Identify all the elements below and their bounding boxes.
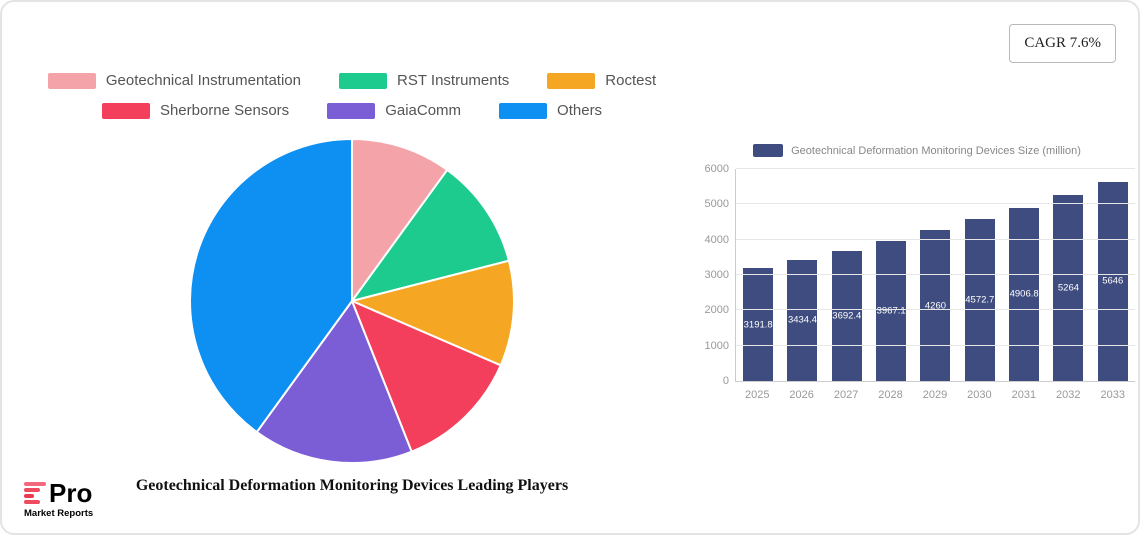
- bar-value-label: 4906.8: [1009, 288, 1039, 300]
- y-axis-label: 1000: [704, 339, 729, 352]
- pie-slice-sherborne-sensors: [351, 300, 502, 453]
- gridline: [736, 344, 1135, 346]
- bar-slot: 3967.1: [869, 169, 913, 381]
- bar-slot: 4572.7: [958, 169, 1002, 381]
- bar-value-label: 4260: [924, 300, 947, 312]
- legend-label: Others: [557, 102, 603, 119]
- pie-slice-others: [189, 138, 353, 434]
- legend-swatch: [47, 72, 96, 89]
- legend-item-sherborne-sensors[interactable]: Sherborne Sensors: [101, 102, 290, 119]
- bar-value-label: 3967.1: [876, 305, 906, 317]
- x-axis: 2025 2026 2027 2028 2029 2030 2031 2032 2033: [735, 389, 1135, 401]
- bar-2029: 4260: [920, 230, 951, 381]
- x-axis-label: 2033: [1100, 389, 1125, 401]
- bar-value-label: 5264: [1057, 282, 1080, 294]
- y-axis-label: 6000: [704, 163, 729, 175]
- logo-mark-icon: [24, 482, 46, 504]
- legend-swatch: [101, 102, 150, 119]
- y-axis-label: 2000: [704, 304, 729, 317]
- legend-item-geotechnical-instrumentation[interactable]: Geotechnical Instrumentation: [47, 72, 301, 89]
- x-axis-label: 2032: [1056, 389, 1081, 401]
- x-axis-label: 2025: [744, 389, 770, 401]
- bar-slot: 3434.4: [780, 169, 824, 381]
- y-axis-label: 5000: [704, 198, 729, 211]
- pie-chart-section: Geotechnical Instrumentation RST Instrume…: [12, 72, 692, 495]
- bar-2033: 5646: [1097, 181, 1128, 381]
- x-axis-label: 2028: [878, 389, 903, 401]
- gridline: [736, 203, 1135, 205]
- bar-legend-swatch: [753, 144, 784, 157]
- bar-value-label: 3434.4: [787, 314, 818, 326]
- pie-slice-roctest: [351, 259, 515, 367]
- bar-plot-area: 3191.8 3434.4 3692.4 3967.1 4260 4572.7 4906.8…: [705, 163, 1135, 387]
- gridline: [736, 309, 1135, 311]
- legend-item-roctest[interactable]: Roctest: [547, 72, 656, 89]
- bar-chart-section: Geotechnical Deformation Monitoring Devi…: [697, 144, 1137, 401]
- legend-row: Sherborne Sensors GaiaComm Others: [101, 102, 602, 119]
- bar-2030: 4572.7: [964, 219, 995, 381]
- legend-label: GaiaComm: [385, 102, 462, 119]
- gridline: [736, 274, 1135, 275]
- legend-item-gaiacomm[interactable]: GaiaComm: [327, 102, 461, 119]
- pie-svg: [189, 138, 515, 464]
- bar-value-label: 3692.4: [832, 310, 862, 322]
- pie-slice-geotechnical-instrumentation: [351, 138, 449, 302]
- pie-legend: Geotechnical Instrumentation RST Instrume…: [12, 72, 692, 119]
- legend-swatch: [547, 72, 596, 89]
- bar-slot: 4906.8: [1002, 169, 1046, 381]
- x-axis-label: 2029: [922, 389, 948, 401]
- logo: Pro Market Reports: [24, 480, 93, 519]
- bar-slot: 3191.8: [736, 169, 780, 381]
- legend-swatch: [327, 102, 376, 119]
- legend-row: Geotechnical Instrumentation RST Instrume…: [47, 72, 656, 89]
- bar-slot: 4260: [913, 169, 957, 381]
- bar-slot: 3692.4: [825, 169, 869, 381]
- y-axis-label: 4000: [704, 233, 729, 246]
- bar-2027: 3692.4: [831, 250, 862, 381]
- pie-title: Geotechnical Deformation Monitoring Devi…: [135, 477, 569, 494]
- pie-slice-gaiacomm: [255, 300, 413, 464]
- y-axis-label: 0: [722, 375, 729, 387]
- logo-subtitle: Market Reports: [24, 508, 94, 519]
- legend-label: Roctest: [605, 72, 657, 89]
- x-axis-label: 2030: [967, 389, 992, 401]
- logo-title: Pro: [49, 478, 93, 508]
- x-axis-label: 2031: [1011, 389, 1037, 401]
- legend-label: Geotechnical Instrumentation: [105, 72, 301, 89]
- bar-value-label: 3191.8: [743, 319, 773, 331]
- legend-item-rst-instruments[interactable]: RST Instruments: [339, 72, 509, 89]
- bar-slot: 5264: [1046, 169, 1090, 381]
- legend-swatch: [339, 72, 387, 89]
- bars-row: 3191.8 3434.4 3692.4 3967.1 4260 4572.7 4906.8…: [736, 169, 1135, 381]
- bar-legend-label: Geotechnical Deformation Monitoring Devi…: [791, 144, 1081, 157]
- cagr-badge: CAGR 7.6%: [1009, 24, 1116, 63]
- pie-chart: [182, 131, 522, 471]
- bar-slot: 5646: [1091, 169, 1135, 381]
- legend-swatch: [499, 102, 548, 119]
- bar-legend-item[interactable]: Geotechnical Deformation Monitoring Devi…: [697, 144, 1137, 157]
- bar-value-label: 5646: [1102, 275, 1124, 287]
- gridline: [736, 238, 1135, 240]
- bar-2025: 3191.8: [743, 268, 774, 381]
- bar-2026: 3434.4: [787, 259, 818, 381]
- legend-item-others[interactable]: Others: [499, 102, 602, 119]
- pie-slice-rst-instruments: [351, 168, 510, 302]
- gridline: [736, 168, 1135, 169]
- bar-value-label: 4572.7: [965, 294, 995, 306]
- bar-2032: 5264: [1053, 195, 1084, 381]
- bar-2031: 4906.8: [1009, 207, 1040, 381]
- legend-label: RST Instruments: [397, 72, 510, 89]
- y-axis-label: 3000: [704, 269, 729, 281]
- legend-label: Sherborne Sensors: [159, 102, 290, 119]
- bar-2028: 3967.1: [876, 240, 907, 381]
- x-axis-label: 2027: [833, 389, 859, 401]
- x-axis-label: 2026: [789, 389, 814, 401]
